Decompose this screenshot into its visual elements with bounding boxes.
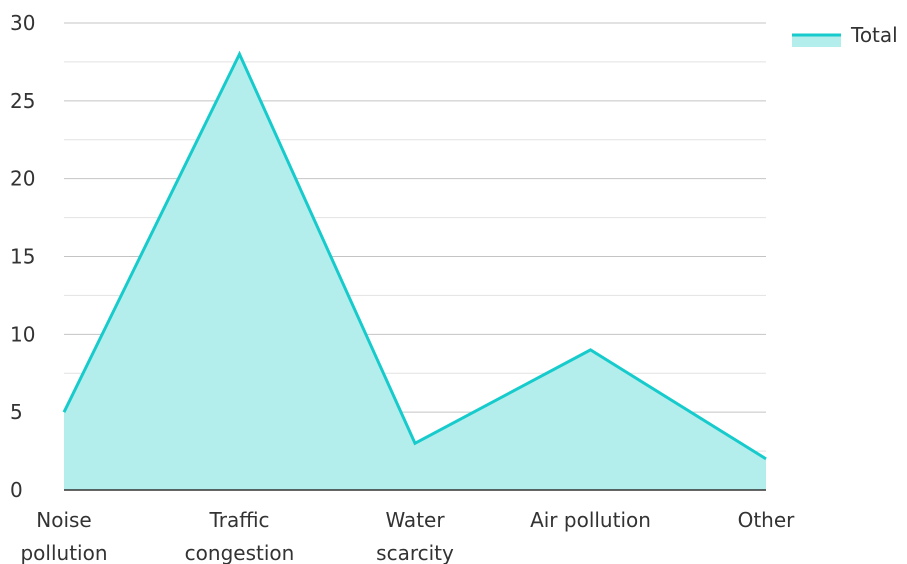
y-tick-label: 25 <box>10 89 35 113</box>
x-tick-label: Air pollution <box>530 508 651 532</box>
x-tick-label: Other <box>738 508 796 532</box>
y-tick-label: 0 <box>10 478 23 502</box>
legend-swatch-fill <box>792 35 841 47</box>
y-tick-label: 15 <box>10 245 35 269</box>
y-tick-label: 10 <box>10 322 35 346</box>
y-tick-label: 20 <box>10 167 35 191</box>
series-area-total <box>64 54 766 491</box>
x-tick-label: Traffic congestion <box>185 508 295 564</box>
x-tick-label: Water scarcity <box>376 508 454 564</box>
legend: Total <box>792 23 898 47</box>
series-area-layer <box>62 50 767 491</box>
x-tick-label: Noise pollution <box>20 508 107 564</box>
legend-label-total: Total <box>850 23 898 47</box>
y-axis-tick-labels: 0 5 10 15 20 25 30 <box>10 11 35 502</box>
y-tick-label: 30 <box>10 11 35 35</box>
x-axis-tick-labels: Noise pollution Traffic congestion Water scar… <box>20 508 795 564</box>
y-tick-label: 5 <box>10 400 23 424</box>
